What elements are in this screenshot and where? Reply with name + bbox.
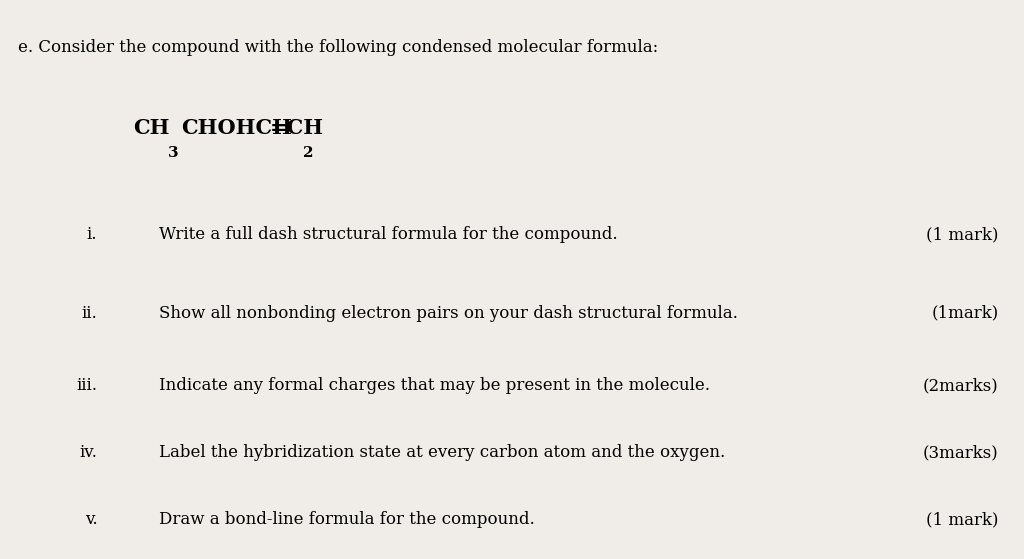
- Text: Label the hybridization state at every carbon atom and the oxygen.: Label the hybridization state at every c…: [159, 444, 725, 461]
- Text: (1 mark): (1 mark): [926, 226, 998, 243]
- Text: CH: CH: [133, 118, 170, 138]
- Text: v.: v.: [85, 511, 97, 528]
- Text: iv.: iv.: [80, 444, 97, 461]
- Text: i.: i.: [87, 226, 97, 243]
- Text: CHOHCH: CHOHCH: [181, 118, 292, 138]
- Text: iii.: iii.: [76, 377, 97, 394]
- Text: (2marks): (2marks): [923, 377, 998, 394]
- Text: e. Consider the compound with the following condensed molecular formula:: e. Consider the compound with the follow…: [18, 39, 658, 56]
- Text: 2: 2: [303, 145, 313, 159]
- Text: (1mark): (1mark): [931, 305, 998, 321]
- Text: (3marks): (3marks): [923, 444, 998, 461]
- Text: Indicate any formal charges that may be present in the molecule.: Indicate any formal charges that may be …: [159, 377, 710, 394]
- Text: Draw a bond-line formula for the compound.: Draw a bond-line formula for the compoun…: [159, 511, 535, 528]
- Text: =CH: =CH: [269, 118, 324, 138]
- Text: (1 mark): (1 mark): [926, 511, 998, 528]
- Text: ii.: ii.: [82, 305, 97, 321]
- Text: Write a full dash structural formula for the compound.: Write a full dash structural formula for…: [159, 226, 617, 243]
- Text: 3: 3: [168, 145, 178, 159]
- Text: Show all nonbonding electron pairs on your dash structural formula.: Show all nonbonding electron pairs on yo…: [159, 305, 737, 321]
